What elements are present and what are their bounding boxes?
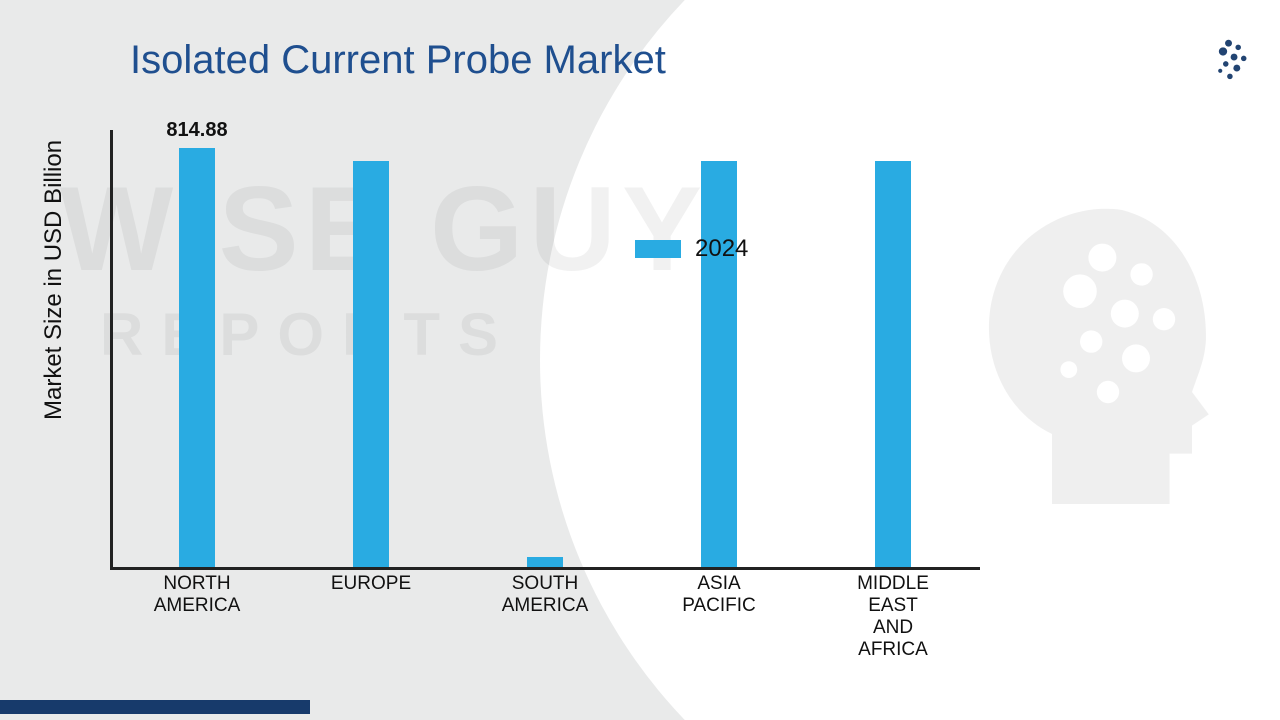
bar-slot: 814.88 (117, 148, 277, 567)
bar (179, 148, 215, 567)
bar (353, 161, 389, 567)
legend-swatch (635, 240, 681, 258)
brand-head-icon (1188, 28, 1258, 104)
chart-title: Isolated Current Probe Market (130, 38, 666, 83)
bar (701, 161, 737, 567)
legend: 2024 (635, 235, 748, 263)
brand-name-line2: R E P O R T S (911, 67, 1170, 85)
y-axis-label: Market Size in USD Billion (40, 140, 68, 420)
x-tick-labels: NORTHAMERICAEUROPESOUTHAMERICAASIAPACIFI… (110, 573, 980, 660)
legend-label: 2024 (695, 235, 748, 263)
bar (527, 557, 563, 567)
bars-container: 814.88 (110, 130, 980, 567)
x-axis-line (110, 567, 980, 570)
x-tick: NORTHAMERICA (117, 573, 277, 660)
plot-area: 814.88 NORTHAMERICAEUROPESOUTHAMERICAASI… (110, 130, 980, 570)
chart-canvas: WISE GUY REPORTS WISE GUY R E P O R T S … (0, 0, 1280, 720)
brand-logo: WISE GUY R E P O R T S (911, 30, 1170, 85)
bar-value-label: 814.88 (166, 119, 227, 142)
bar (875, 161, 911, 567)
bar-slot (465, 557, 625, 567)
bar-slot (639, 161, 799, 567)
bar-slot (291, 161, 451, 567)
x-tick: SOUTHAMERICA (465, 573, 625, 660)
bar-slot (813, 161, 973, 567)
x-tick: EUROPE (291, 573, 451, 660)
x-tick: MIDDLEEASTANDAFRICA (813, 573, 973, 660)
brand-name-line1: WISE GUY (911, 30, 1170, 69)
footer-accent-strip (0, 700, 310, 714)
x-tick: ASIAPACIFIC (639, 573, 799, 660)
